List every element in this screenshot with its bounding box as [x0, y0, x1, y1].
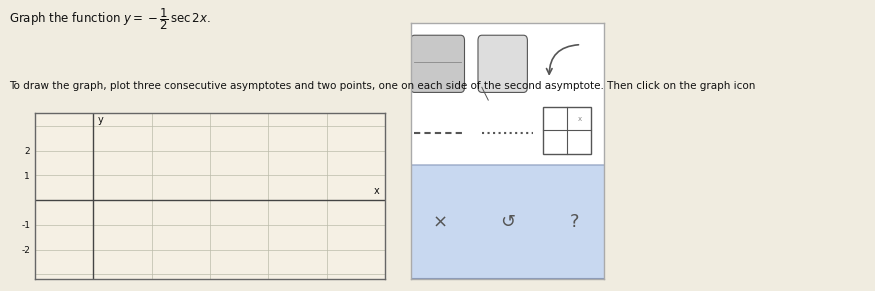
FancyBboxPatch shape [478, 35, 528, 93]
Text: y: y [98, 115, 104, 125]
Text: ?: ? [570, 213, 579, 231]
Text: x: x [374, 186, 379, 196]
FancyBboxPatch shape [410, 35, 465, 93]
Text: Graph the function $y = -\dfrac{1}{2}\,\sec 2x.$: Graph the function $y = -\dfrac{1}{2}\,\… [9, 6, 211, 31]
FancyBboxPatch shape [542, 107, 591, 154]
Text: ×: × [432, 213, 448, 231]
Text: To draw the graph, plot three consecutive asymptotes and two points, one on each: To draw the graph, plot three consecutiv… [9, 81, 755, 91]
Text: x: x [578, 116, 581, 122]
Text: ↺: ↺ [500, 213, 515, 231]
FancyBboxPatch shape [409, 165, 606, 278]
